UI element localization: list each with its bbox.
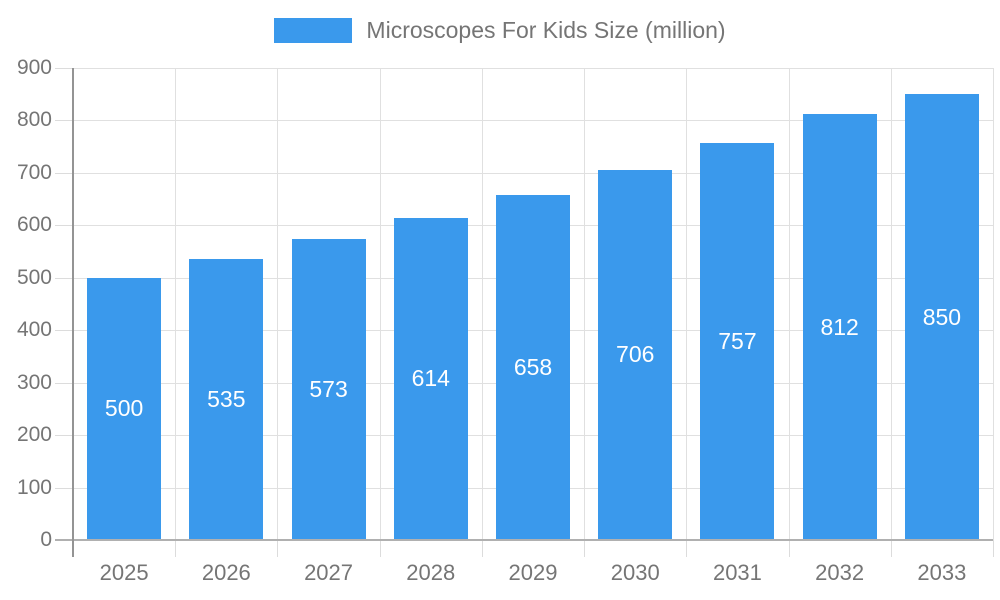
x-tick-label: 2032 — [815, 560, 865, 585]
bar-value-label: 500 — [104, 395, 144, 422]
y-axis-tick — [55, 330, 73, 332]
bar-value-label: 658 — [513, 353, 553, 380]
bar-value-label: 535 — [207, 386, 246, 413]
x-axis-tick — [993, 540, 994, 557]
y-axis-tick — [55, 277, 73, 279]
v-gridline — [481, 68, 483, 540]
y-axis-tick — [55, 68, 73, 69]
v-gridline — [584, 68, 586, 540]
v-gridline — [686, 68, 688, 540]
bar: 812 — [802, 114, 877, 540]
y-tick-label: 0 — [40, 528, 52, 551]
bar: 757 — [700, 142, 775, 540]
legend-swatch[interactable] — [274, 18, 353, 43]
x-tick-label: 2026 — [201, 560, 251, 585]
bar-value-label: 812 — [820, 313, 859, 340]
y-tick-label: 100 — [16, 475, 52, 499]
v-gridline — [379, 68, 381, 540]
x-tick-label: 2025 — [99, 560, 149, 585]
x-tick-label: 2031 — [712, 560, 762, 585]
bar-value-label: 850 — [922, 303, 962, 330]
y-tick-label: 200 — [16, 423, 52, 447]
x-tick-label: 2028 — [406, 560, 456, 585]
bar: 614 — [393, 217, 468, 540]
h-gridline — [55, 68, 993, 69]
x-tick-label: 2027 — [304, 560, 354, 585]
h-gridline — [55, 120, 993, 122]
v-gridline — [175, 68, 177, 540]
y-axis-tick — [55, 487, 73, 489]
bar-value-label: 573 — [309, 376, 348, 403]
bar: 500 — [87, 277, 162, 540]
bar-value-label: 614 — [411, 365, 450, 392]
bar-value-label: 706 — [616, 341, 655, 368]
bar-value-label: 757 — [718, 327, 757, 354]
y-axis-tick — [55, 382, 73, 384]
bar: 658 — [496, 194, 570, 540]
bar: 535 — [189, 259, 264, 540]
v-gridline — [788, 68, 790, 540]
bar: 850 — [904, 94, 979, 540]
h-gridline — [55, 172, 993, 174]
x-axis-tick — [686, 540, 688, 557]
y-axis-tick — [55, 120, 73, 122]
x-tick-label: 2033 — [917, 560, 967, 585]
x-axis-line — [55, 539, 993, 541]
x-axis-tick — [379, 540, 381, 557]
x-axis-tick — [481, 540, 483, 557]
bar: 573 — [291, 239, 366, 540]
y-axis-tick — [55, 435, 73, 437]
y-tick-label: 700 — [16, 160, 52, 184]
y-tick-label: 800 — [16, 108, 52, 132]
x-axis-tick — [277, 540, 279, 557]
y-tick-label: 600 — [16, 213, 52, 237]
y-axis-line — [72, 68, 74, 557]
y-tick-label: 900 — [16, 56, 52, 79]
x-axis-tick — [788, 540, 790, 557]
y-tick-label: 400 — [16, 318, 52, 342]
legend[interactable]: Microscopes For Kids Size (million) — [0, 17, 1000, 44]
y-tick-label: 500 — [16, 265, 52, 289]
x-tick-label: 2029 — [508, 560, 558, 585]
v-gridline — [890, 68, 892, 540]
x-axis-tick — [584, 540, 586, 557]
y-axis-tick — [55, 225, 73, 227]
legend-label: Microscopes For Kids Size (million) — [366, 17, 726, 43]
v-gridline — [277, 68, 279, 540]
x-tick-label: 2030 — [610, 560, 660, 585]
bar: 706 — [598, 169, 673, 540]
x-axis-tick — [175, 540, 177, 557]
y-axis-tick — [55, 172, 73, 174]
y-tick-label: 300 — [16, 370, 52, 394]
x-axis-tick — [890, 540, 892, 557]
v-gridline — [993, 68, 994, 540]
